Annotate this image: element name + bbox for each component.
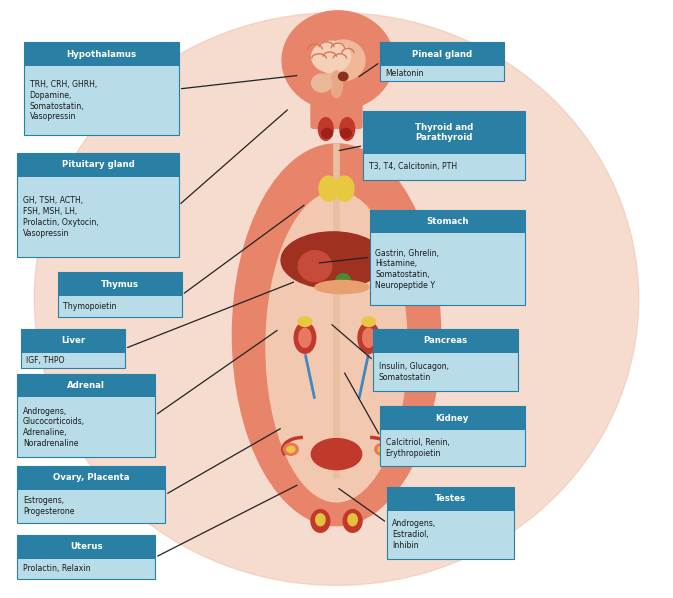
Text: Prolactin, Relaxin: Prolactin, Relaxin xyxy=(23,565,90,573)
Ellipse shape xyxy=(34,13,639,585)
Text: Pineal gland: Pineal gland xyxy=(413,50,472,59)
Ellipse shape xyxy=(299,328,311,347)
Text: Androgens,
Estradiol,
Inhibin: Androgens, Estradiol, Inhibin xyxy=(392,520,437,550)
FancyBboxPatch shape xyxy=(17,176,178,257)
Text: TRH, CRH, GHRH,
Dopamine,
Somatostatin,
Vasopressin: TRH, CRH, GHRH, Dopamine, Somatostatin, … xyxy=(30,80,97,121)
FancyBboxPatch shape xyxy=(380,407,524,430)
Text: Kidney: Kidney xyxy=(435,414,469,423)
Ellipse shape xyxy=(362,317,376,327)
Text: Melatonin: Melatonin xyxy=(386,69,424,78)
Ellipse shape xyxy=(319,176,338,201)
FancyBboxPatch shape xyxy=(17,559,155,579)
Ellipse shape xyxy=(358,322,380,353)
FancyArrowPatch shape xyxy=(359,355,368,398)
Ellipse shape xyxy=(311,509,330,532)
FancyBboxPatch shape xyxy=(370,233,524,305)
Circle shape xyxy=(282,11,394,110)
Ellipse shape xyxy=(312,438,361,469)
Text: Liver: Liver xyxy=(61,336,85,345)
FancyBboxPatch shape xyxy=(370,209,524,233)
FancyBboxPatch shape xyxy=(374,329,518,353)
Text: Androgens,
Glucocorticoids,
Adrenaline,
Noradrenaline: Androgens, Glucocorticoids, Adrenaline, … xyxy=(23,407,85,448)
Ellipse shape xyxy=(322,40,365,81)
FancyBboxPatch shape xyxy=(24,66,178,135)
Text: Pituitary gland: Pituitary gland xyxy=(62,160,135,169)
Text: Uterus: Uterus xyxy=(70,542,103,551)
Text: Hypothalamus: Hypothalamus xyxy=(67,50,137,59)
Ellipse shape xyxy=(312,41,351,72)
Text: Calcitriol, Renin,
Erythropoietin: Calcitriol, Renin, Erythropoietin xyxy=(386,438,450,458)
Text: Thyroid and
Parathyroid: Thyroid and Parathyroid xyxy=(415,123,473,142)
Text: Gastrin, Ghrelin,
Histamine,
Somatostatin,
Neuropeptide Y: Gastrin, Ghrelin, Histamine, Somatostati… xyxy=(376,249,439,290)
Circle shape xyxy=(322,129,332,138)
Text: Insulin, Glucagon,
Somatostatin: Insulin, Glucagon, Somatostatin xyxy=(379,362,449,382)
FancyBboxPatch shape xyxy=(387,511,514,559)
Ellipse shape xyxy=(232,144,441,526)
Ellipse shape xyxy=(336,274,351,289)
Ellipse shape xyxy=(343,509,362,532)
FancyBboxPatch shape xyxy=(58,272,182,296)
Text: Stomach: Stomach xyxy=(426,217,468,226)
Ellipse shape xyxy=(378,446,386,452)
Text: IGF, THPO: IGF, THPO xyxy=(26,356,65,365)
Ellipse shape xyxy=(318,118,333,141)
Ellipse shape xyxy=(330,71,343,97)
Circle shape xyxy=(339,72,348,81)
Ellipse shape xyxy=(335,176,354,201)
Text: GH, TSH, ACTH,
FSH, MSH, LH,
Prolactin, Oxytocin,
Vasopressin: GH, TSH, ACTH, FSH, MSH, LH, Prolactin, … xyxy=(23,196,99,237)
Text: Ovary, Placenta: Ovary, Placenta xyxy=(53,474,130,483)
Text: Thymopoietin: Thymopoietin xyxy=(63,302,116,311)
Ellipse shape xyxy=(340,118,355,141)
Circle shape xyxy=(341,129,351,138)
FancyBboxPatch shape xyxy=(363,111,524,154)
Ellipse shape xyxy=(298,317,312,327)
Ellipse shape xyxy=(298,251,332,282)
Text: Thymus: Thymus xyxy=(101,280,139,289)
FancyBboxPatch shape xyxy=(21,329,125,353)
Ellipse shape xyxy=(369,59,384,68)
FancyBboxPatch shape xyxy=(17,153,178,176)
Ellipse shape xyxy=(363,328,375,347)
FancyBboxPatch shape xyxy=(24,42,178,66)
Ellipse shape xyxy=(375,443,390,455)
Text: Pancreas: Pancreas xyxy=(423,336,468,345)
Ellipse shape xyxy=(312,74,332,92)
FancyBboxPatch shape xyxy=(380,42,504,66)
Ellipse shape xyxy=(315,280,369,294)
FancyBboxPatch shape xyxy=(310,75,363,129)
FancyBboxPatch shape xyxy=(380,66,504,81)
FancyBboxPatch shape xyxy=(21,353,125,368)
Ellipse shape xyxy=(294,322,316,353)
Ellipse shape xyxy=(266,191,407,502)
FancyBboxPatch shape xyxy=(333,144,340,478)
Ellipse shape xyxy=(281,232,385,289)
FancyBboxPatch shape xyxy=(17,466,166,490)
Text: T3, T4, Calcitonin, PTH: T3, T4, Calcitonin, PTH xyxy=(369,162,457,172)
Ellipse shape xyxy=(348,514,357,526)
Text: Adrenal: Adrenal xyxy=(67,381,105,390)
FancyBboxPatch shape xyxy=(17,490,166,523)
FancyBboxPatch shape xyxy=(17,535,155,559)
FancyBboxPatch shape xyxy=(17,374,155,398)
Ellipse shape xyxy=(316,514,325,526)
FancyBboxPatch shape xyxy=(380,430,524,466)
FancyBboxPatch shape xyxy=(374,353,518,392)
FancyBboxPatch shape xyxy=(17,398,155,457)
Text: Testes: Testes xyxy=(435,495,466,504)
FancyBboxPatch shape xyxy=(387,487,514,511)
FancyArrowPatch shape xyxy=(306,355,314,398)
FancyBboxPatch shape xyxy=(363,154,524,179)
Ellipse shape xyxy=(287,446,295,452)
FancyBboxPatch shape xyxy=(58,296,182,317)
Ellipse shape xyxy=(283,443,298,455)
Text: Estrogens,
Progesterone: Estrogens, Progesterone xyxy=(23,496,74,516)
